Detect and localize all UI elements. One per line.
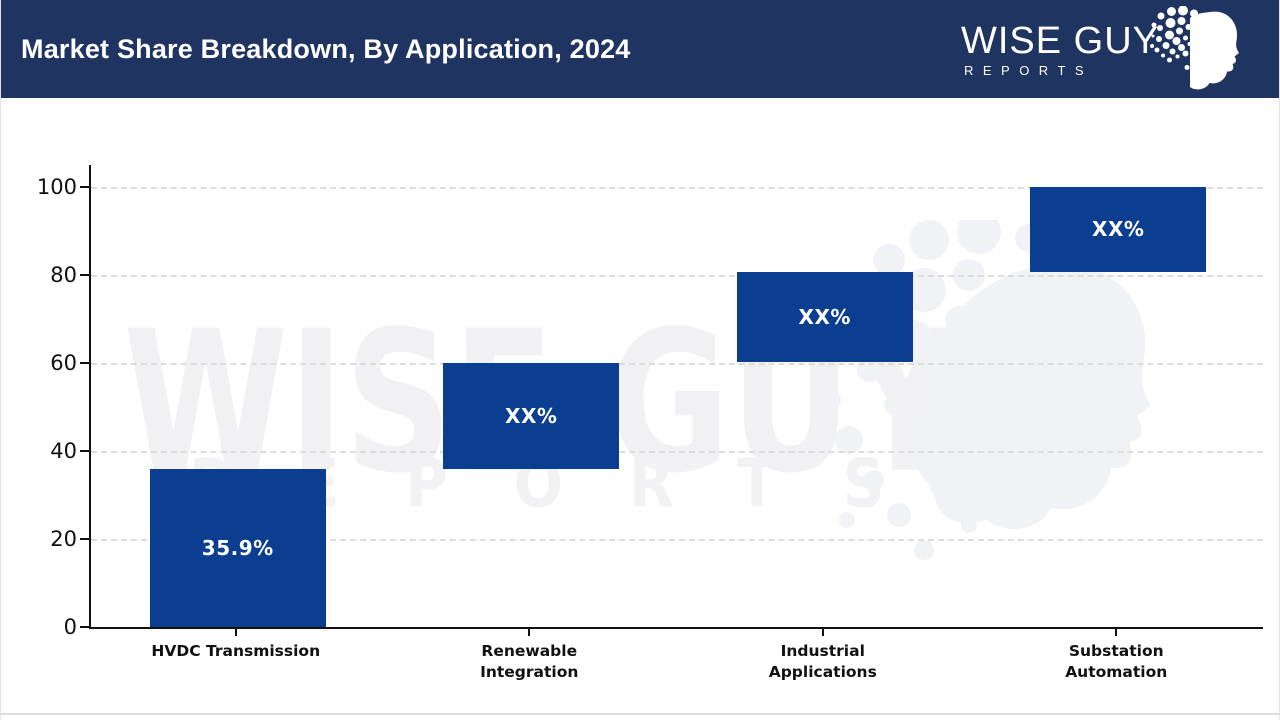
header: Market Share Breakdown, By Application, … (1, 0, 1279, 98)
y-tick-label-100: 100 (36, 175, 77, 199)
y-tick-mark-100 (80, 186, 89, 188)
y-tick-label-80: 80 (50, 263, 77, 287)
bar-value-label: XX% (798, 305, 851, 330)
x-tick-mark-industrial-applications (821, 629, 824, 636)
gridline-60 (91, 363, 1263, 365)
x-axis-label-substation-automation: Substation Automation (1065, 642, 1168, 681)
y-tick-label-60: 60 (50, 351, 77, 375)
y-tick-mark-20 (80, 538, 89, 540)
x-tick-mark-hvdc-transmission (234, 629, 237, 636)
x-tick-mark-substation-automation (1115, 629, 1118, 636)
bar-value-label: XX% (505, 404, 558, 429)
y-tick-label-20: 20 (50, 527, 77, 551)
x-tick-mark-renewable-integration (528, 629, 531, 636)
logo-subtext: REPORTS (963, 62, 1094, 78)
logo-wordmark: WISE GUY (960, 19, 1159, 62)
background-watermark-head-icon (825, 220, 1151, 560)
page-title: Market Share Breakdown, By Application, … (21, 33, 631, 64)
y-tick-mark-40 (80, 450, 89, 452)
x-axis-label-hvdc-transmission: HVDC Transmission (151, 642, 321, 660)
y-tick-label-0: 0 (63, 615, 77, 639)
y-tick-label-40: 40 (50, 439, 77, 463)
bar-substation-automation: XX% (1030, 187, 1207, 272)
logo-head-icon (1150, 6, 1239, 90)
gridline-20 (91, 539, 1263, 541)
x-axis-label-renewable-integration: Renewable Integration (480, 642, 579, 681)
logo-text: WISE GUY REPORTS (961, 21, 1159, 78)
y-tick-mark-0 (80, 626, 89, 628)
gridline-100 (91, 187, 1263, 189)
wise-guy-logo: WISE GUY REPORTS (961, 6, 1253, 92)
bar-industrial-applications: XX% (736, 271, 913, 363)
bar-renewable-integration: XX% (443, 363, 620, 470)
y-tick-mark-60 (80, 362, 89, 364)
y-tick-mark-80 (80, 274, 89, 276)
bar-value-label: 35.9% (201, 536, 274, 561)
x-axis-label-industrial-applications: Industrial Applications (768, 642, 877, 681)
bar-hvdc-transmission: 35.9% (149, 469, 326, 627)
gridline-80 (91, 275, 1263, 277)
gridline-40 (91, 451, 1263, 453)
waterfall-chart: 35.9% XX% XX% XX% (89, 165, 1263, 629)
bar-value-label: XX% (1092, 217, 1145, 242)
bottom-divider (1, 713, 1279, 715)
